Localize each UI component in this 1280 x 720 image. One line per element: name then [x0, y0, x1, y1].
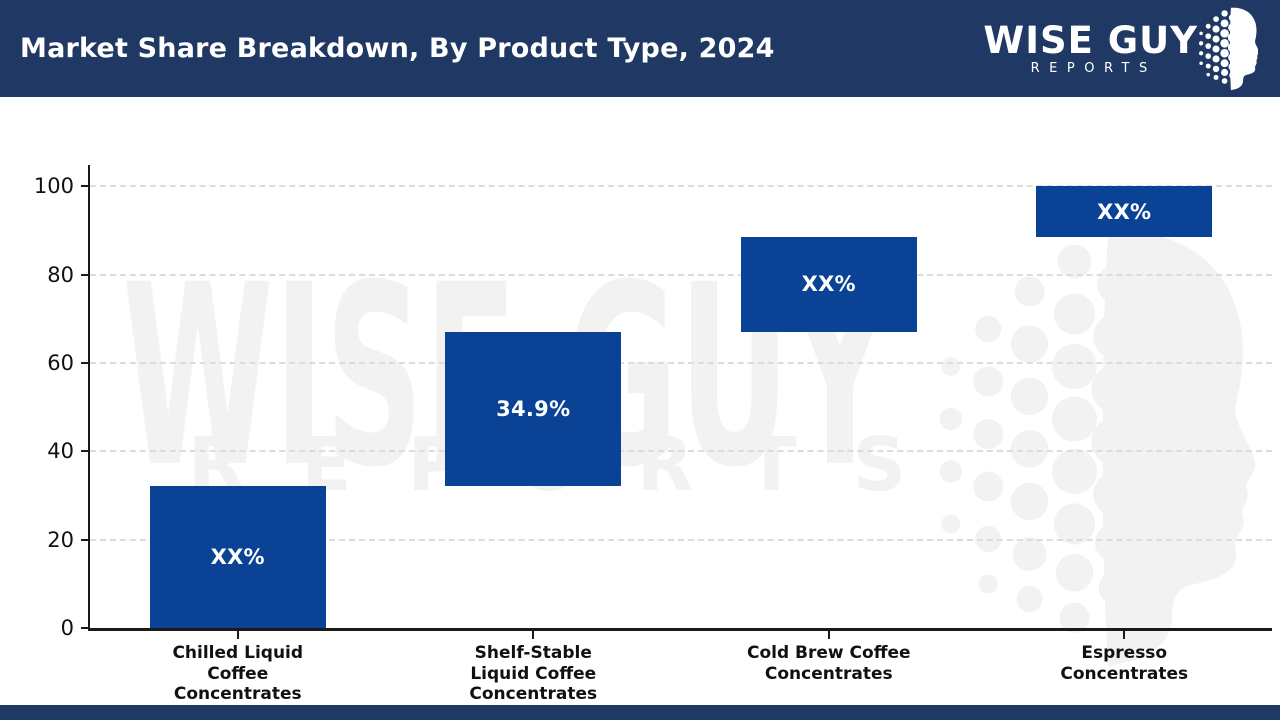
gridline — [90, 361, 1272, 364]
y-axis-tick-label: 100 — [33, 174, 74, 199]
bar-value-label: XX% — [801, 272, 856, 297]
gridline — [90, 538, 1272, 541]
y-axis-tick-label: 80 — [47, 262, 74, 287]
y-axis-tick-label: 0 — [60, 616, 74, 640]
wiseguy-head-icon — [1194, 6, 1258, 92]
gridline — [90, 450, 1272, 453]
x-axis-category-label: Shelf-Stable Liquid Coffee Concentrates — [413, 643, 653, 705]
x-axis-tick-mark — [1123, 631, 1126, 639]
x-axis-tick-mark — [827, 631, 830, 639]
category-label-line: Concentrates — [764, 663, 893, 684]
y-axis-tick-mark — [81, 185, 90, 188]
y-axis-tick-label: 60 — [47, 350, 74, 375]
x-axis-category-label: Cold Brew Coffee Concentrates — [709, 643, 949, 684]
category-label-line: Concentrates — [173, 684, 302, 705]
bar-value-label: XX% — [1097, 199, 1152, 224]
category-label-line: Espresso — [1081, 643, 1168, 663]
x-axis-category-label: Chilled Liquid Coffee Concentrates — [118, 643, 358, 705]
category-label-line: Cold Brew Coffee — [746, 643, 911, 663]
bar-value-label: 34.9% — [496, 396, 571, 421]
gridline — [90, 185, 1272, 188]
bar-segment: XX% — [740, 237, 917, 332]
category-label-line: Liquid Coffee — [470, 663, 597, 684]
brand-text: WISE GUY REPORTS — [983, 22, 1198, 75]
brand-name: WISE GUY — [983, 19, 1198, 62]
y-axis-tick-mark — [81, 361, 90, 364]
x-axis-tick-mark — [236, 631, 239, 639]
category-label-line: Shelf-Stable — [474, 643, 592, 663]
plot-area: 0 20 40 60 80 100 XX% Chilled Liquid Coffee Conce… — [34, 165, 1272, 704]
brand-logo: WISE GUY REPORTS — [983, 6, 1258, 92]
footer-bar — [0, 705, 1280, 720]
gridline — [90, 273, 1272, 276]
bar-value-label: XX% — [210, 544, 265, 569]
y-axis-tick-mark — [81, 627, 90, 629]
category-label-line: Concentrates — [469, 684, 598, 705]
category-label-line: Chilled Liquid — [172, 643, 304, 663]
brand-subtitle: REPORTS — [1030, 61, 1157, 76]
y-axis-tick-label: 40 — [47, 439, 74, 464]
y-axis-tick-label: 20 — [47, 527, 74, 552]
y-axis-tick-mark — [81, 538, 90, 541]
x-axis-category-label: Espresso Concentrates — [1004, 643, 1244, 684]
y-axis-tick-mark — [81, 450, 90, 453]
category-label-line: Concentrates — [1060, 663, 1189, 684]
x-axis-tick-mark — [532, 631, 535, 639]
category-label-line: Coffee — [207, 663, 269, 684]
bar-segment: XX% — [149, 485, 326, 628]
bar-segment: 34.9% — [445, 331, 622, 486]
y-axis-tick-mark — [81, 273, 90, 276]
header-bar: Market Share Breakdown, By Product Type,… — [0, 0, 1280, 97]
page-title: Market Share Breakdown, By Product Type,… — [20, 33, 775, 64]
bar-segment: XX% — [1036, 186, 1213, 238]
